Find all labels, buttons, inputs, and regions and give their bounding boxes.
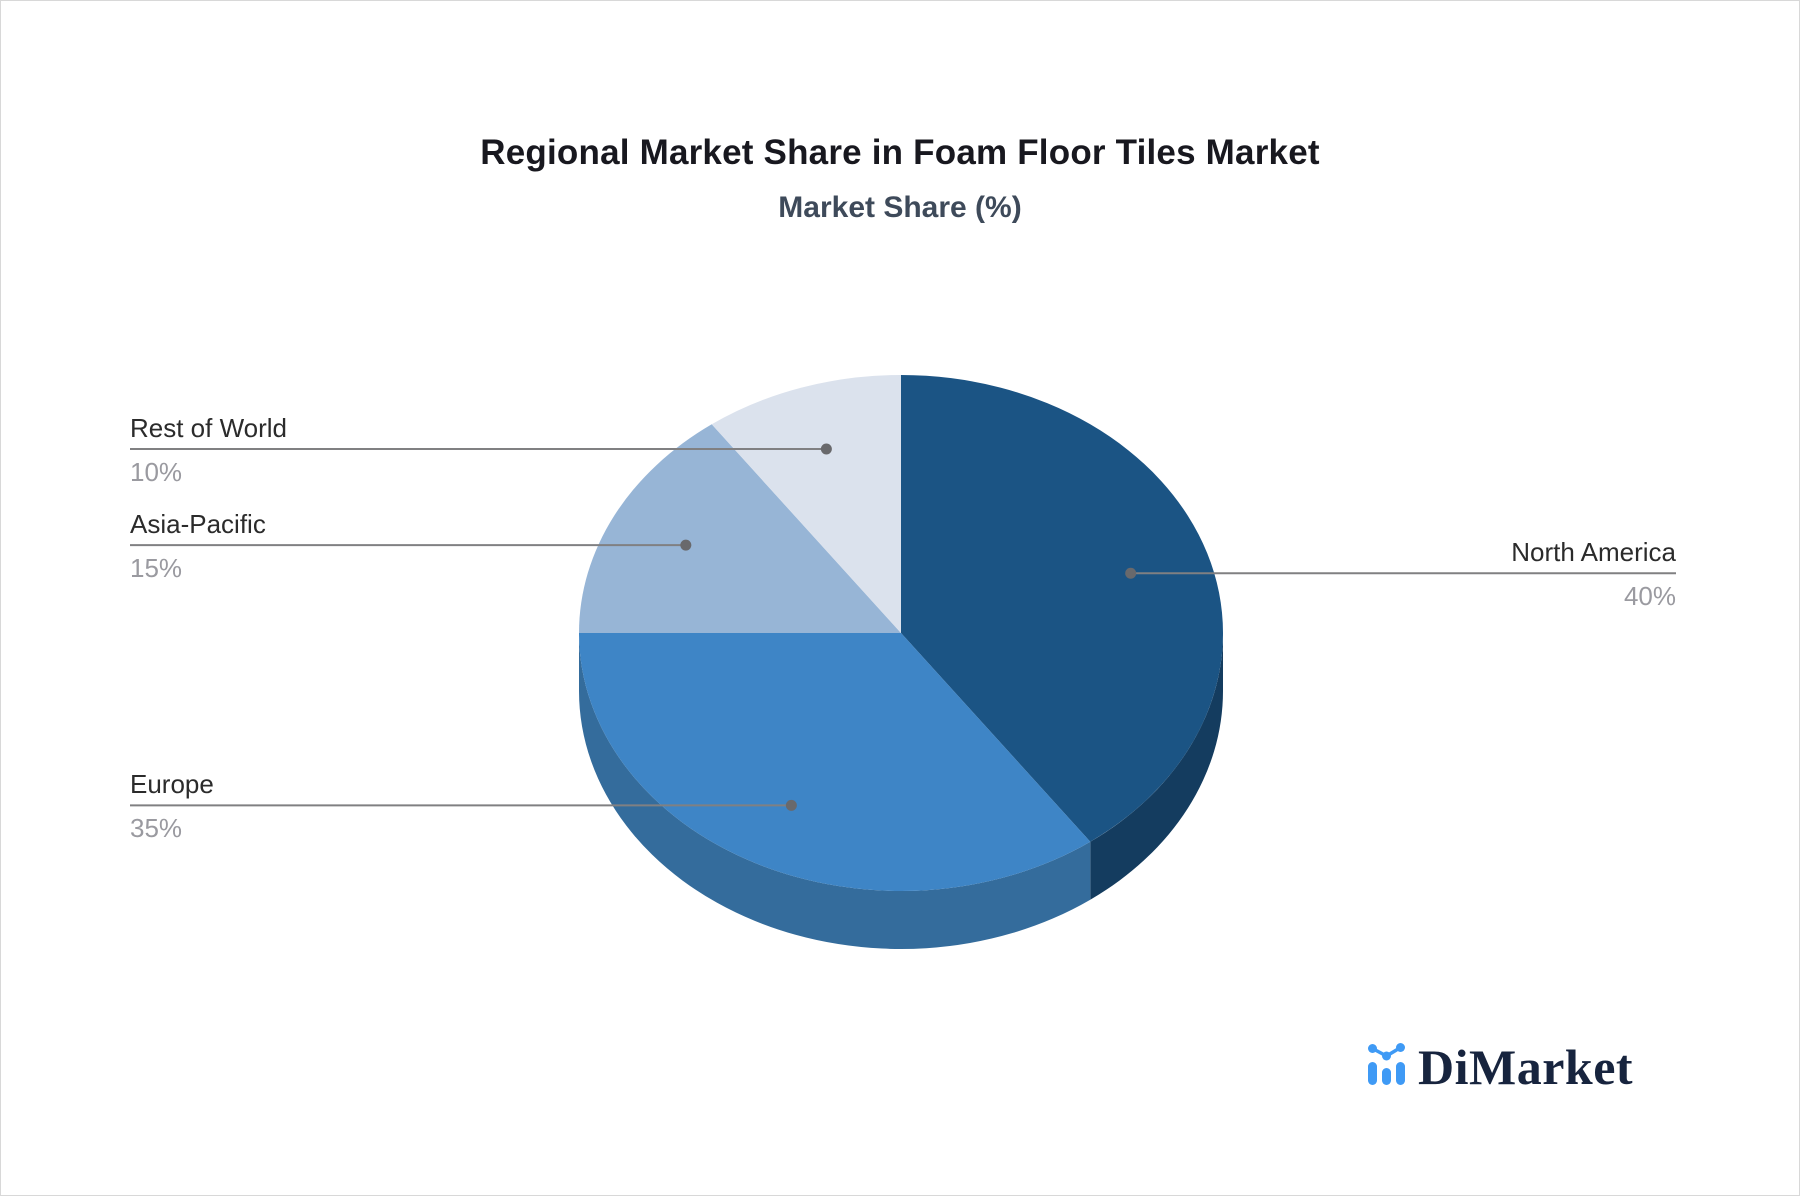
callout-dot-europe <box>785 799 797 811</box>
pie-slice-north-america <box>901 375 1223 842</box>
pie-slice-side-north-america <box>1090 633 1223 900</box>
callout-value-europe: 35% <box>130 813 183 843</box>
pie-slice-rest-of-world <box>711 375 901 633</box>
callout-label-north-america: North America <box>1511 537 1676 567</box>
callout-value-asia-pacific: 15% <box>130 553 183 583</box>
brand-logo-text: DiMarket <box>1418 1039 1634 1095</box>
bar-line-chart-icon <box>1368 1043 1405 1085</box>
callout-label-rest-of-world: Rest of World <box>130 413 288 443</box>
pie-slice-asia-pacific <box>579 424 901 633</box>
callout-label-europe: Europe <box>130 769 214 799</box>
callout-dot-rest-of-world <box>820 443 832 455</box>
callout-label-asia-pacific: Asia-Pacific <box>130 509 266 539</box>
pie-slice-side-europe <box>579 633 1091 949</box>
callout-dot-north-america <box>1125 567 1137 579</box>
brand-logo: DiMarket <box>1367 1042 1633 1092</box>
pie-slice-europe <box>579 633 1091 891</box>
chart-title: Regional Market Share in Foam Floor Tile… <box>480 133 1320 172</box>
callout-value-rest-of-world: 10% <box>130 457 183 487</box>
chart-subtitle: Market Share (%) <box>778 191 1022 224</box>
callout-value-north-america: 40% <box>1623 581 1676 611</box>
callout-dot-asia-pacific <box>680 539 692 551</box>
